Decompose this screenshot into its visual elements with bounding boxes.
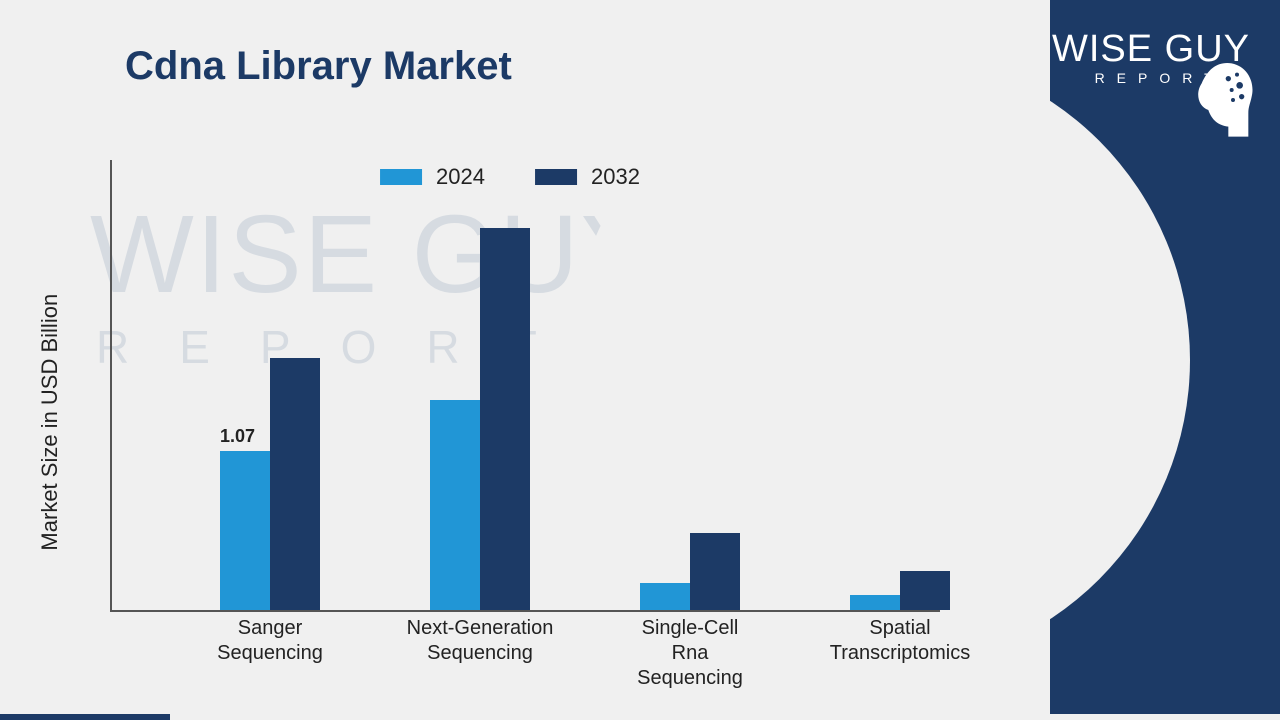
- chart-title: Cdna Library Market: [125, 44, 512, 89]
- bar-2024: [430, 400, 480, 610]
- bottom-accent-bar: [0, 714, 170, 720]
- category-label: Next-GenerationSequencing: [380, 616, 580, 666]
- x-axis-line: [110, 610, 940, 612]
- category-label: Single-CellRnaSequencing: [590, 616, 790, 691]
- brand-head-icon: [1190, 60, 1260, 140]
- bar-group: [170, 358, 370, 610]
- legend-item-2032: 2032: [535, 164, 640, 190]
- bar-2032: [690, 533, 740, 610]
- bar-2024: [640, 583, 690, 610]
- category-label: SangerSequencing: [170, 616, 370, 666]
- legend-swatch-2032: [535, 169, 577, 185]
- plot-area: 1.07: [110, 210, 940, 610]
- bar-2024: [850, 595, 900, 610]
- y-axis-label: Market Size in USD Billion: [37, 294, 63, 551]
- legend-swatch-2024: [380, 169, 422, 185]
- bar-2032: [270, 358, 320, 610]
- legend: 2024 2032: [380, 164, 640, 190]
- bar-group: [590, 533, 790, 610]
- bar-group: [800, 571, 1000, 610]
- legend-label-2032: 2032: [591, 164, 640, 190]
- bar-2032: [480, 228, 530, 610]
- stage: WISE GUY REPORTS WISE GUY REPORTS Cdna L…: [0, 0, 1280, 720]
- bar-2024: [220, 451, 270, 610]
- legend-label-2024: 2024: [436, 164, 485, 190]
- bar-group: [380, 228, 580, 610]
- brand-logo: WISE GUY REPORTS: [1052, 30, 1250, 86]
- chart-area: Market Size in USD Billion 2024 2032 1.0…: [60, 160, 960, 700]
- category-label: SpatialTranscriptomics: [800, 616, 1000, 666]
- legend-item-2024: 2024: [380, 164, 485, 190]
- bar-2032: [900, 571, 950, 610]
- bar-value-label: 1.07: [220, 426, 255, 447]
